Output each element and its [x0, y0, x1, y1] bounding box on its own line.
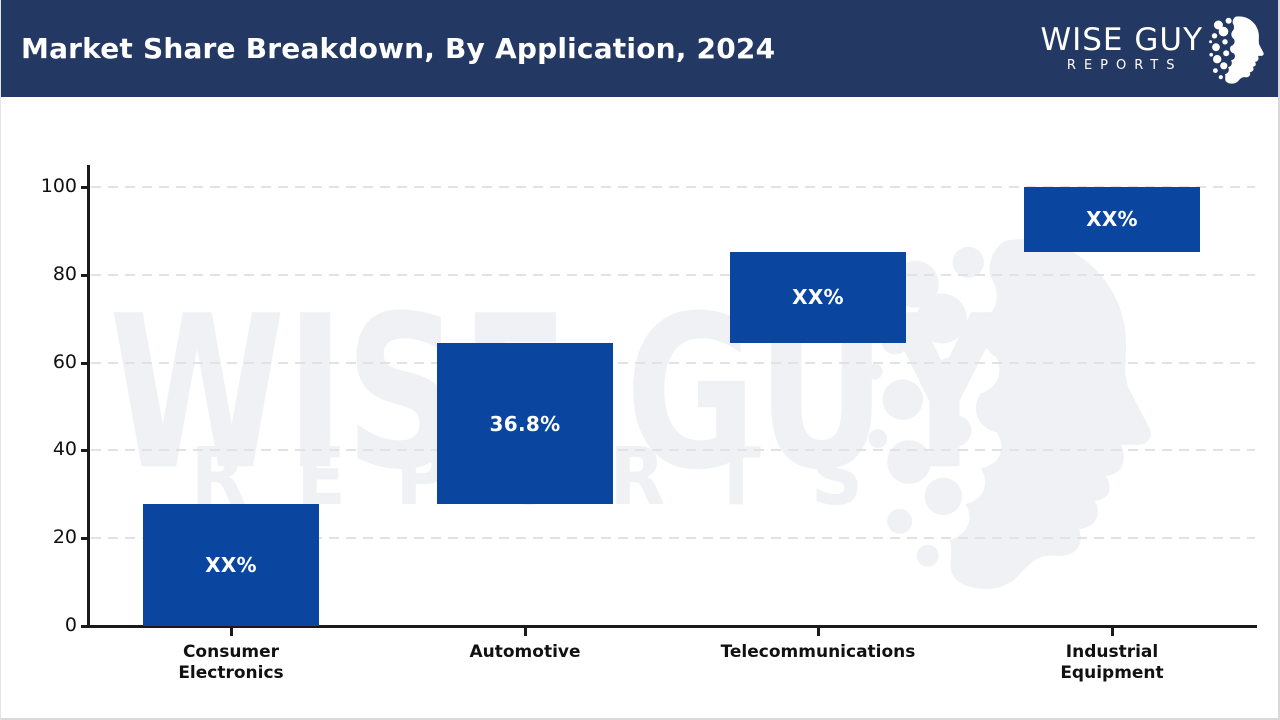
bar-segment: 36.8% [437, 342, 613, 505]
bar-segment: XX% [1024, 187, 1200, 252]
page-title: Market Share Breakdown, By Application, … [21, 32, 776, 65]
bar-value-label: XX% [1086, 207, 1138, 232]
gridline-40 [91, 449, 1255, 452]
gridline-60 [91, 361, 1255, 364]
bar-segment: XX% [143, 504, 319, 626]
bar-segment: XX% [730, 251, 906, 343]
gridline-100 [91, 186, 1255, 188]
x-axis-tick [230, 628, 233, 636]
y-axis-tick-label: 0 [64, 614, 77, 636]
x-axis-tick [1111, 628, 1114, 636]
x-axis-category-label: Consumer Electronics [178, 642, 284, 684]
y-axis-tick-label: 60 [52, 350, 77, 373]
y-axis-tick-label: 20 [52, 526, 77, 549]
bar-value-label: 36.8% [489, 411, 561, 436]
y-axis-tick-label: 40 [52, 438, 77, 461]
logo-wordmark: WISE GUY [1040, 21, 1203, 58]
y-axis-tick [81, 625, 89, 628]
y-axis-tick [81, 361, 89, 365]
wise-guy-logo: WISE GUY REPORTS [1040, 14, 1267, 84]
bar-value-label: XX% [205, 553, 257, 578]
x-axis-category-label: Industrial Equipment [1060, 642, 1164, 684]
bar-value-label: XX% [792, 285, 844, 310]
y-axis-tick [81, 273, 89, 277]
gridline-20 [91, 537, 1255, 540]
y-axis-tick-label: 80 [52, 262, 77, 285]
y-axis-tick [81, 186, 89, 189]
logo-subtext: REPORTS [1066, 58, 1183, 74]
x-axis-line [89, 625, 1257, 628]
x-axis-tick [524, 628, 527, 636]
x-axis-category-label: Automotive [469, 642, 581, 662]
y-axis-tick [81, 449, 89, 453]
header: Market Share Breakdown, By Application, … [1, 0, 1278, 97]
y-axis-line [87, 165, 90, 628]
x-axis-category-label: Telecommunications [720, 642, 916, 662]
logo-head-icon [1209, 15, 1264, 84]
logo-text: WISE GUY REPORTS [1040, 24, 1203, 74]
y-axis-tick [81, 537, 89, 541]
y-axis-tick-label: 100 [40, 175, 77, 197]
gridline-80 [91, 273, 1255, 276]
x-axis-tick [817, 628, 820, 636]
